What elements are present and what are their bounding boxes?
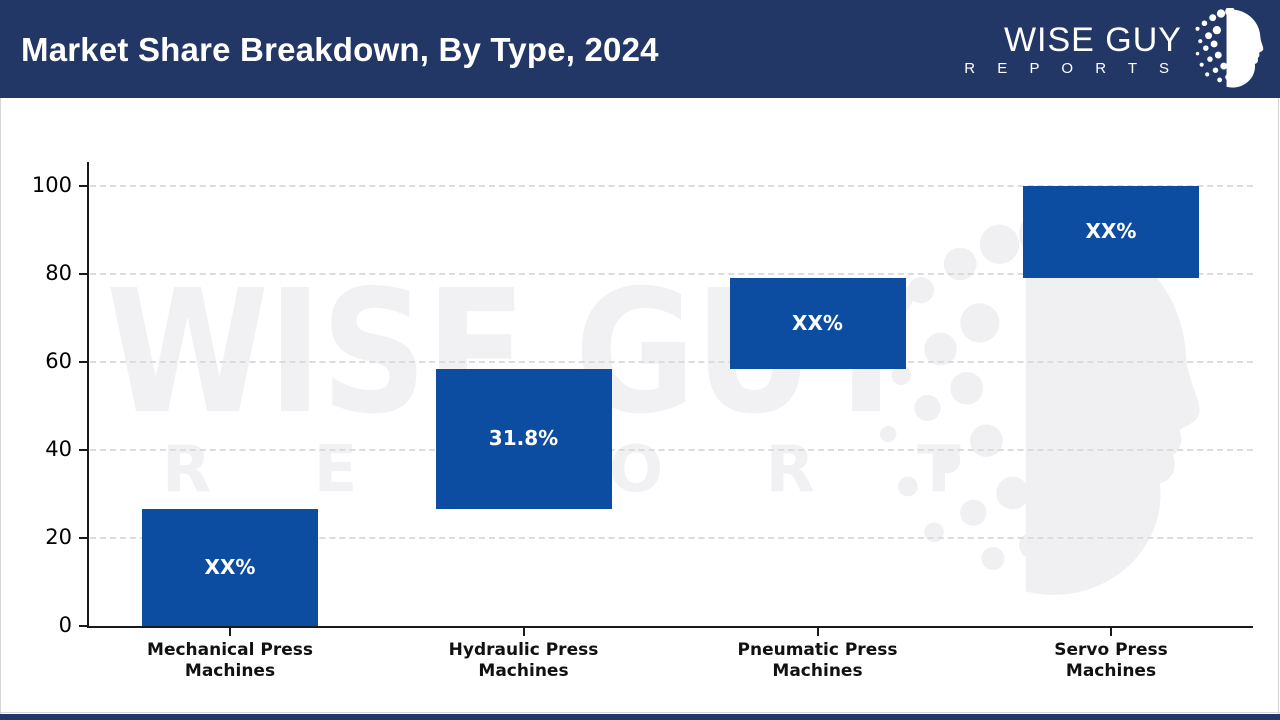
header-bar: Market Share Breakdown, By Type, 2024 WI… <box>0 0 1280 98</box>
gridline-40 <box>90 449 1253 451</box>
y-tick-mark <box>79 625 87 627</box>
y-tick-mark <box>79 361 87 363</box>
wise-guy-logo: WISE GUY R E P O R T S <box>964 0 1270 98</box>
x-tick-mark <box>522 628 525 636</box>
x-tick-mark <box>229 628 231 636</box>
y-tick-mark <box>79 273 87 275</box>
bottom-hairline <box>0 712 1280 713</box>
y-tick-label: 0 <box>58 613 72 637</box>
y-tick-label: 60 <box>45 349 72 373</box>
x-category-label: Servo Press Machines <box>1054 640 1168 681</box>
gridline-20 <box>90 537 1253 539</box>
left-border <box>0 98 1 714</box>
x-category-label: Mechanical Press Machines <box>147 640 313 681</box>
gridline-60 <box>90 361 1253 363</box>
logo-wordmark: WISE GUY <box>1003 21 1182 59</box>
bar-value-label: XX% <box>204 555 256 580</box>
y-tick-mark <box>79 185 87 187</box>
y-tick-label: 100 <box>31 173 72 197</box>
y-tick-label: 20 <box>45 525 72 549</box>
x-tick-mark <box>1110 628 1112 636</box>
bar-segment <box>1023 186 1199 278</box>
bar-segment <box>142 509 318 626</box>
y-tick-mark <box>79 449 87 451</box>
logo-head-icon <box>1195 8 1264 88</box>
gridline-100 <box>90 185 1253 187</box>
bar-segment <box>729 277 906 370</box>
x-category-label: Hydraulic Press Machines <box>448 640 599 681</box>
x-axis-line <box>87 626 1253 628</box>
footer-accent-strip <box>0 714 1280 720</box>
x-category-label: Pneumatic Press Machines <box>737 640 898 681</box>
y-tick-mark <box>79 537 87 539</box>
right-border <box>1278 98 1279 714</box>
bar-value-label: XX% <box>792 310 843 335</box>
y-tick-label: 40 <box>45 437 72 461</box>
gridline-80 <box>90 273 1253 275</box>
bar-value-label: 31.8% <box>488 426 559 451</box>
x-tick-mark <box>816 628 819 636</box>
bar-value-label: XX% <box>1085 219 1137 243</box>
y-axis-line <box>87 162 89 628</box>
logo-reports-text: R E P O R T S <box>964 60 1178 77</box>
page-title: Market Share Breakdown, By Type, 2024 <box>21 31 659 68</box>
bar-segment <box>435 369 612 510</box>
y-tick-label: 80 <box>45 261 72 285</box>
